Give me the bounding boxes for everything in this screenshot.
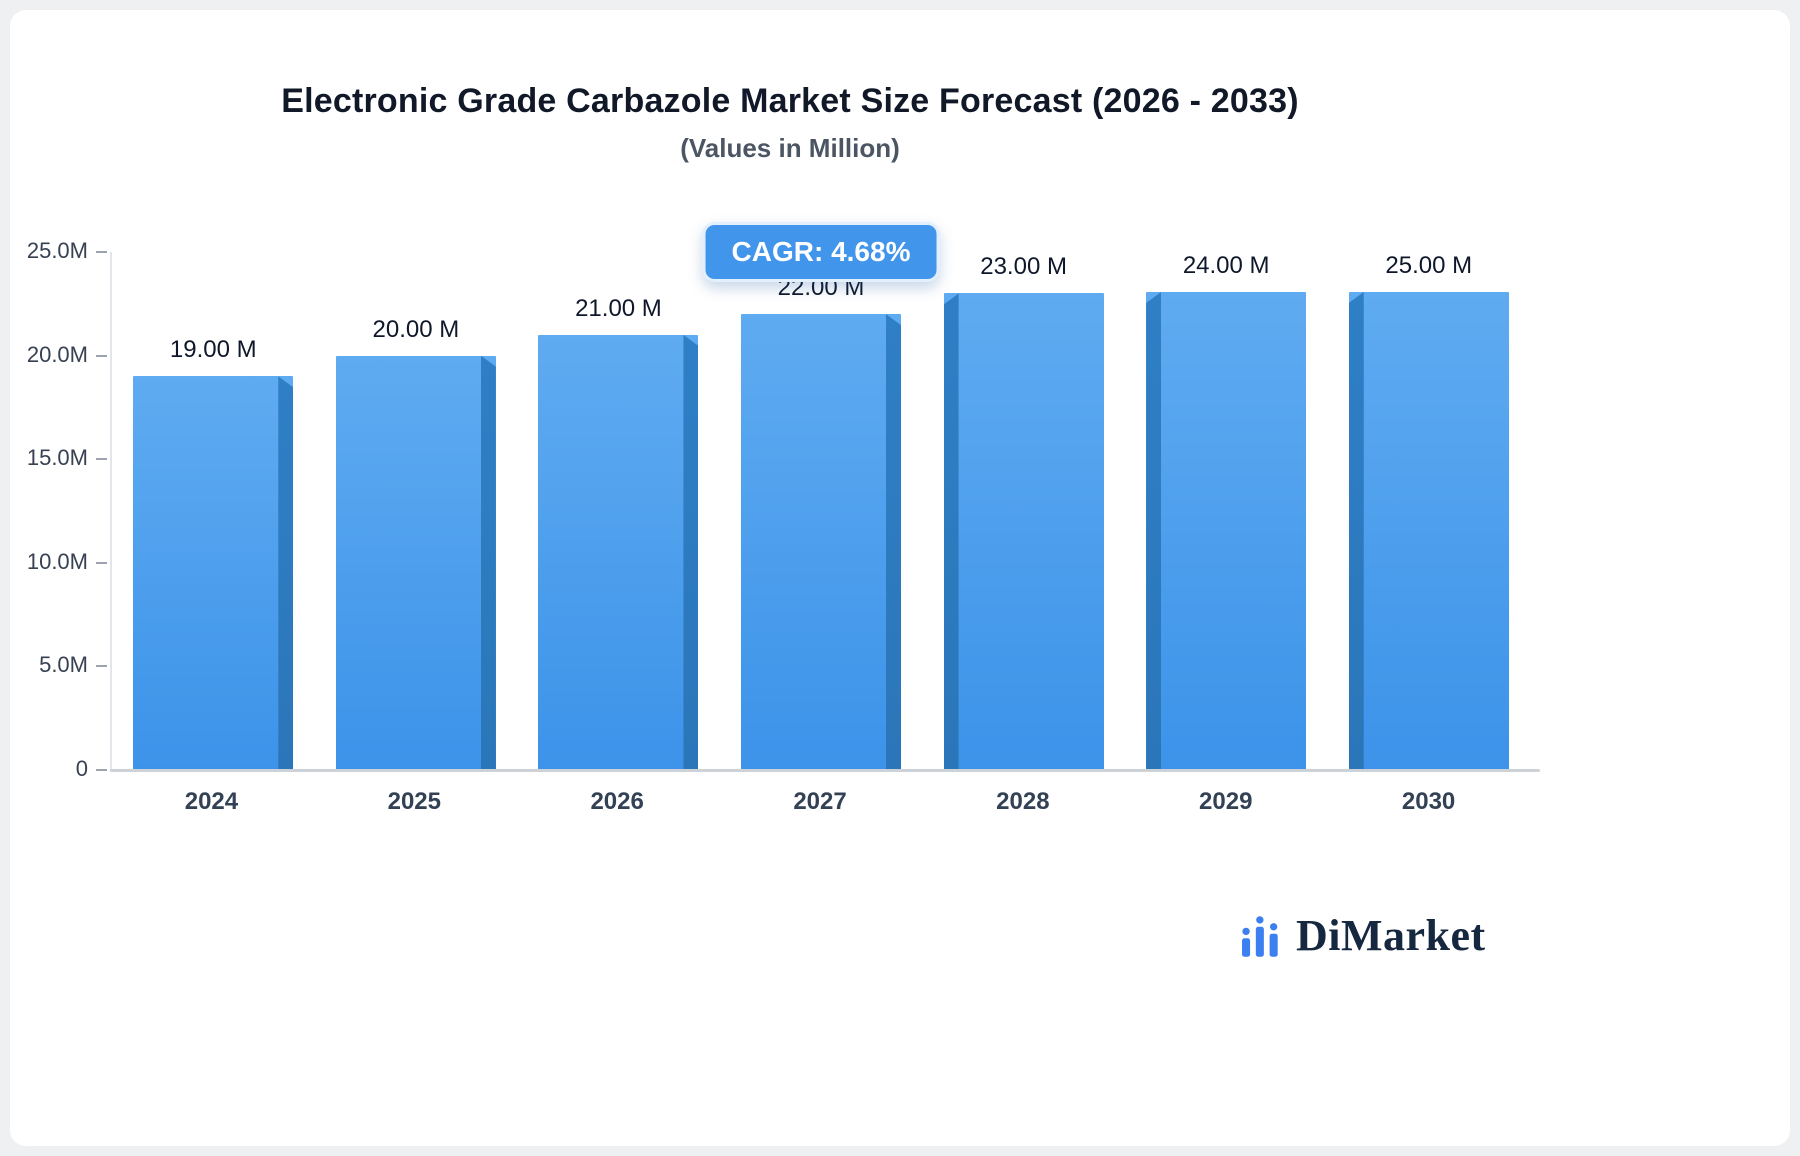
- bar-3d-side-face: [278, 376, 294, 770]
- bar-2028[interactable]: [943, 293, 1104, 770]
- bar-group-2028: 23.00 M: [922, 252, 1125, 770]
- bar-value-label: 24.00 M: [1182, 252, 1270, 279]
- plot-area: CAGR: 4.68% 19.00 M 20.00 M 21.00 M 22.00 M…: [27, 222, 1540, 781]
- y-axis-tick-mark: [96, 354, 107, 357]
- chart-subtitle: (Values in Million): [680, 133, 900, 163]
- chart-card: Electronic Grade Carbazole Market Size F…: [10, 10, 1790, 1146]
- logo-text: DiMarket: [1296, 911, 1486, 960]
- bar-value-label: 25.00 M: [1385, 252, 1473, 279]
- y-axis-tick-mark: [96, 665, 107, 668]
- bar-3d-side-face: [683, 334, 699, 770]
- bar-3d-side-face: [943, 293, 959, 770]
- bar-group-2025: 20.00 M: [315, 252, 518, 770]
- y-axis-tick-label: 0: [75, 756, 88, 781]
- y-axis-tick-label: 25.0M: [26, 238, 88, 263]
- bar-value-label: 19.00 M: [169, 336, 257, 364]
- bar-2025[interactable]: [335, 355, 496, 770]
- x-axis-labels: 2024 2025 2026 2027 2028 2029 2030: [110, 788, 1530, 816]
- x-axis-tick-label: 2027: [793, 788, 847, 815]
- x-axis-line: [110, 769, 1540, 772]
- y-axis-tick-mark: [96, 769, 107, 771]
- bar-group-2027: 22.00 M: [720, 252, 923, 770]
- cagr-badge: CAGR: 4.68%: [702, 222, 940, 282]
- bar-group-2024: 19.00 M: [112, 252, 315, 770]
- bar-value-label: 20.00 M: [372, 315, 460, 343]
- bar-3d-side-face: [1146, 292, 1162, 770]
- bar-group-2030: 25.00 M: [1327, 252, 1530, 770]
- plot-wrapper: CAGR: 4.68% 19.00 M 20.00 M 21.00 M 22.00 M…: [27, 222, 1540, 816]
- bar-2026[interactable]: [538, 334, 699, 770]
- bar-2027[interactable]: [741, 314, 902, 770]
- y-axis-tick-label: 10.0M: [26, 548, 88, 574]
- x-axis-tick-label: 2029: [1199, 788, 1253, 815]
- chart-content: Electronic Grade Carbazole Market Size F…: [10, 10, 1570, 816]
- x-axis-tick-label: 2024: [184, 788, 239, 815]
- x-axis-tick-label: 2030: [1401, 788, 1456, 815]
- bar-value-label: 21.00 M: [575, 294, 662, 322]
- bar-3d-side-face: [1348, 292, 1364, 770]
- bar-3d-side-face: [886, 314, 902, 770]
- dimarket-logo: DiMarket: [1238, 910, 1486, 961]
- bar-2024[interactable]: [133, 376, 294, 770]
- y-axis-tick-mark: [96, 458, 107, 461]
- bar-3d-side-face: [480, 355, 496, 770]
- x-axis-tick-label: 2026: [590, 788, 644, 815]
- bar-value-label: 23.00 M: [980, 253, 1067, 281]
- y-axis-tick-mark: [96, 561, 107, 564]
- x-axis-tick-label: 2025: [387, 788, 441, 815]
- x-axis-tick-label: 2028: [996, 788, 1050, 815]
- y-axis-tick-label: 20.0M: [26, 341, 88, 367]
- bars-row: 19.00 M 20.00 M 21.00 M 22.00 M 23.00 M 24.00…: [112, 252, 1530, 770]
- bar-group-2029: 24.00 M: [1125, 252, 1328, 770]
- bar-chart-logo-icon: [1242, 915, 1278, 957]
- y-axis-tick-label: 5.0M: [39, 652, 88, 678]
- y-axis-tick-label: 15.0M: [26, 445, 88, 471]
- bar-group-2026: 21.00 M: [517, 252, 720, 770]
- y-axis-tick-mark: [96, 251, 107, 253]
- bar-2030[interactable]: [1348, 292, 1509, 770]
- chart-title: Electronic Grade Carbazole Market Size F…: [281, 82, 1299, 120]
- bar-2029[interactable]: [1146, 292, 1307, 770]
